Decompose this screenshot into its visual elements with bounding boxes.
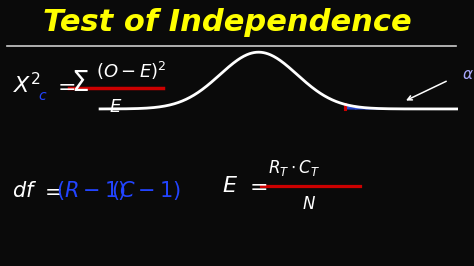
Text: $N$: $N$ [301,195,316,213]
Text: $\mathit{(O-E)}^2$: $\mathit{(O-E)}^2$ [96,59,166,81]
Text: $\mathit{E}$: $\mathit{E}$ [222,176,238,196]
Text: $\alpha$: $\alpha$ [462,67,474,82]
Text: $\Sigma$: $\Sigma$ [71,69,89,97]
Text: $\mathit{(C-1)}$: $\mathit{(C-1)}$ [111,179,182,202]
Text: $\mathit{df}$: $\mathit{df}$ [12,181,37,201]
Text: $=$: $=$ [40,181,62,201]
Text: $R_T \cdot C_T$: $R_T \cdot C_T$ [268,158,320,178]
Text: $\mathit{(R-1)}$: $\mathit{(R-1)}$ [56,179,126,202]
Text: $=$: $=$ [53,76,75,96]
Polygon shape [345,104,474,109]
Text: $\mathit{c}$: $\mathit{c}$ [37,89,47,103]
Text: Test of Independence: Test of Independence [43,8,411,37]
Text: $\mathit{E}$: $\mathit{E}$ [109,98,122,115]
Text: $\mathit{X}^2$: $\mathit{X}^2$ [13,72,41,97]
Text: $=$: $=$ [245,176,267,196]
